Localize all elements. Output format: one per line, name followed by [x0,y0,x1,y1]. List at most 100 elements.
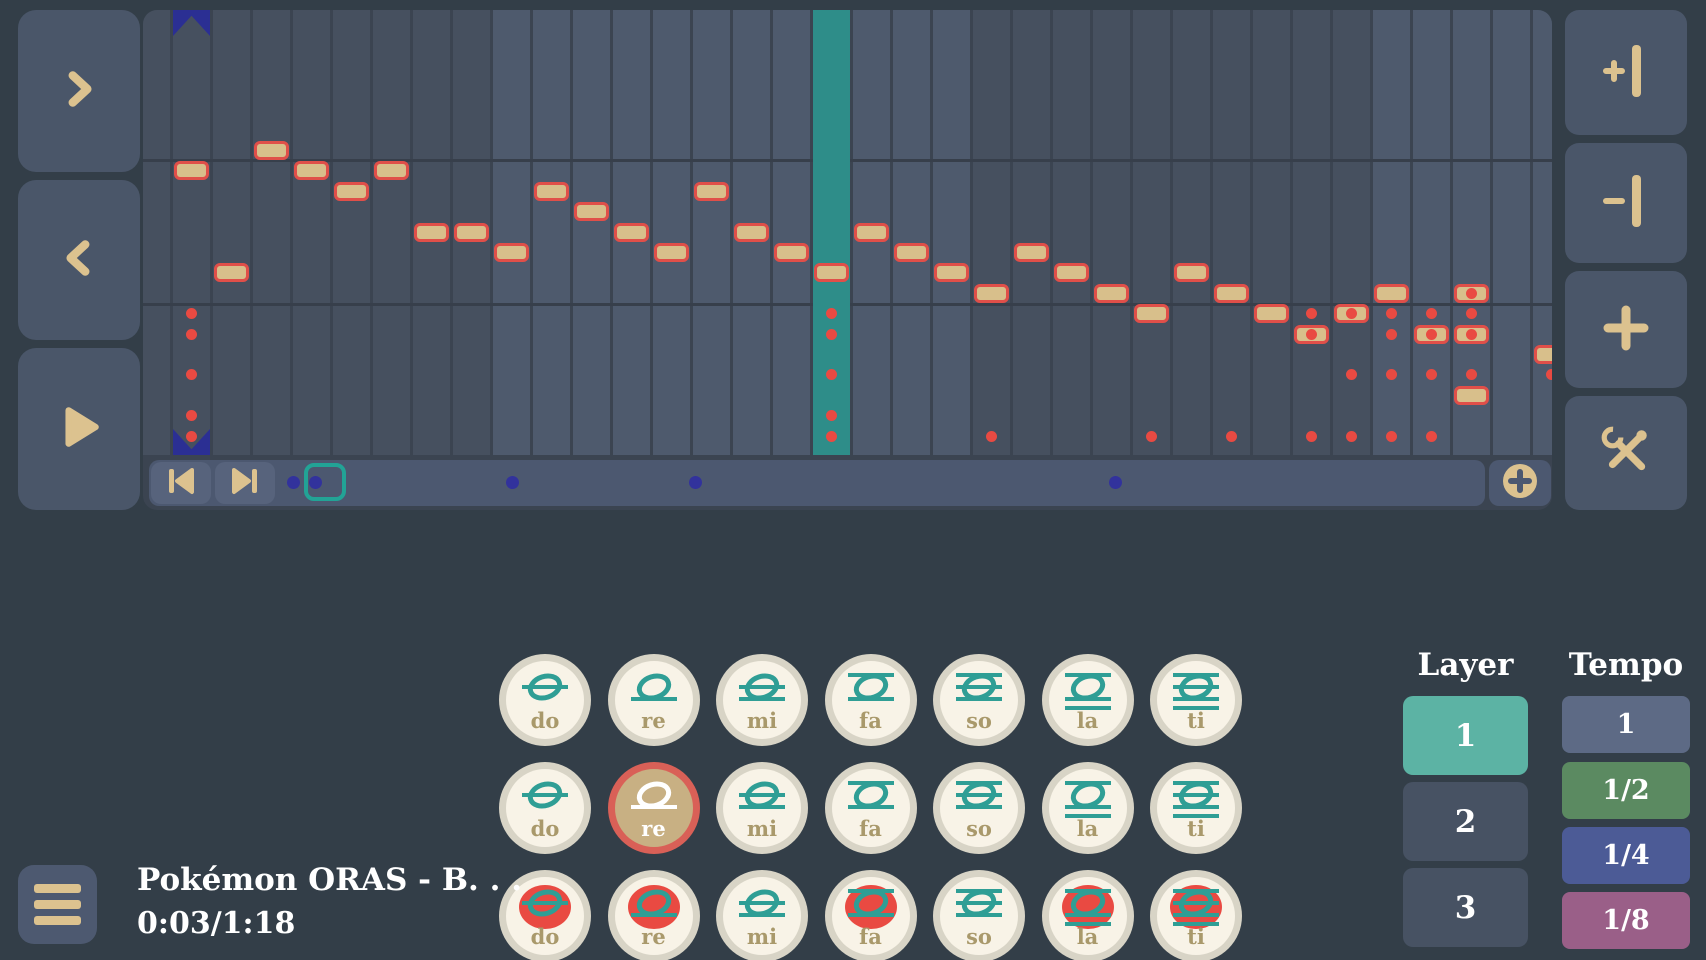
note[interactable] [454,223,489,242]
add-button[interactable] [1565,271,1687,388]
note-button-low-fa[interactable]: fa [824,870,917,960]
note[interactable] [254,141,289,160]
grid-column[interactable] [493,10,530,455]
grid-column[interactable] [973,10,1010,455]
grid-column[interactable] [1293,10,1330,455]
note[interactable] [1014,243,1049,262]
settings-button[interactable] [1565,396,1687,510]
note-button-middle-la[interactable]: la [1041,762,1134,854]
note[interactable] [654,243,689,262]
note[interactable] [1454,386,1489,405]
grid-column[interactable] [1413,10,1450,455]
note-button-low-so[interactable]: so [933,870,1025,960]
remove-column-button[interactable] [1565,143,1687,263]
grid-column[interactable] [533,10,570,455]
grid-column[interactable] [373,10,410,455]
note[interactable] [1534,345,1552,364]
note[interactable] [734,223,769,242]
note-button-middle-re[interactable]: re [607,762,700,854]
skip-to-start-button[interactable] [151,462,211,504]
note-button-high-mi[interactable]: mi [716,654,808,746]
note[interactable] [1094,284,1129,303]
note[interactable] [574,202,609,221]
note[interactable] [1214,284,1249,303]
note-button-middle-ti[interactable]: ti [1150,762,1242,854]
note[interactable] [374,161,409,180]
note[interactable] [1254,304,1289,323]
grid-column[interactable] [933,10,970,455]
skip-to-end-button[interactable] [215,462,275,504]
grid-column[interactable] [333,10,370,455]
note[interactable] [934,263,969,282]
note[interactable] [494,243,529,262]
note[interactable] [294,161,329,180]
note-button-middle-so[interactable]: so [933,762,1025,854]
note-button-middle-do[interactable]: do [499,762,591,854]
note[interactable] [1054,263,1089,282]
note[interactable] [854,223,889,242]
scroll-left-button[interactable] [18,180,140,340]
note[interactable] [414,223,449,242]
layer-button-2[interactable]: 2 [1403,782,1528,861]
note[interactable] [534,182,569,201]
grid-column[interactable] [1213,10,1250,455]
grid-column[interactable] [693,10,730,455]
grid-column[interactable] [173,10,210,455]
grid-column[interactable] [293,10,330,455]
grid-column[interactable] [1373,10,1410,455]
grid-column[interactable] [1013,10,1050,455]
tempo-button-1/4[interactable]: 1/4 [1562,827,1690,884]
add-section-button[interactable] [1489,460,1551,506]
scroll-right-button[interactable] [18,10,140,172]
note[interactable] [334,182,369,201]
note[interactable] [974,284,1009,303]
note[interactable] [1174,263,1209,282]
grid-column[interactable] [1093,10,1130,455]
timeline-bar[interactable] [149,460,1485,506]
note-button-high-so[interactable]: so [933,654,1025,746]
grid-column[interactable] [1333,10,1370,455]
note-button-middle-fa[interactable]: fa [824,762,917,854]
note-button-low-do[interactable]: do [499,870,591,960]
note-button-high-do[interactable]: do [499,654,591,746]
note-button-low-mi[interactable]: mi [716,870,808,960]
note[interactable] [214,263,249,282]
note-button-high-fa[interactable]: fa [824,654,917,746]
add-column-button[interactable] [1565,10,1687,135]
note[interactable] [614,223,649,242]
grid-column[interactable] [1173,10,1210,455]
note-button-high-re[interactable]: re [607,654,700,746]
note[interactable] [1134,304,1169,323]
layer-button-3[interactable]: 3 [1403,868,1528,947]
timeline-view-window[interactable] [304,463,346,501]
note[interactable] [694,182,729,201]
note-button-high-la[interactable]: la [1041,654,1134,746]
note-button-high-ti[interactable]: ti [1150,654,1242,746]
note[interactable] [774,243,809,262]
grid-column[interactable] [253,10,290,455]
grid-column[interactable] [1133,10,1170,455]
note[interactable] [814,263,849,282]
grid-column[interactable] [1253,10,1290,455]
note[interactable] [1374,284,1409,303]
tempo-button-1[interactable]: 1 [1562,696,1690,753]
note-button-low-ti[interactable]: ti [1150,870,1242,960]
tempo-button-1/8[interactable]: 1/8 [1562,892,1690,949]
grid-column[interactable] [1053,10,1090,455]
note-button-low-re[interactable]: re [607,870,700,960]
grid-column[interactable] [1493,10,1530,455]
play-button[interactable] [18,348,140,510]
note[interactable] [174,161,209,180]
grid-column[interactable] [213,10,250,455]
note[interactable] [894,243,929,262]
menu-button[interactable] [18,865,97,944]
note-button-middle-mi[interactable]: mi [716,762,808,854]
grid-column[interactable] [773,10,810,455]
grid-column[interactable] [1453,10,1490,455]
grid-column[interactable] [653,10,690,455]
grid-column[interactable] [893,10,930,455]
note-button-low-la[interactable]: la [1041,870,1134,960]
layer-button-1[interactable]: 1 [1403,696,1528,775]
grid-column[interactable] [1533,10,1552,455]
sequencer-grid[interactable] [143,10,1552,510]
